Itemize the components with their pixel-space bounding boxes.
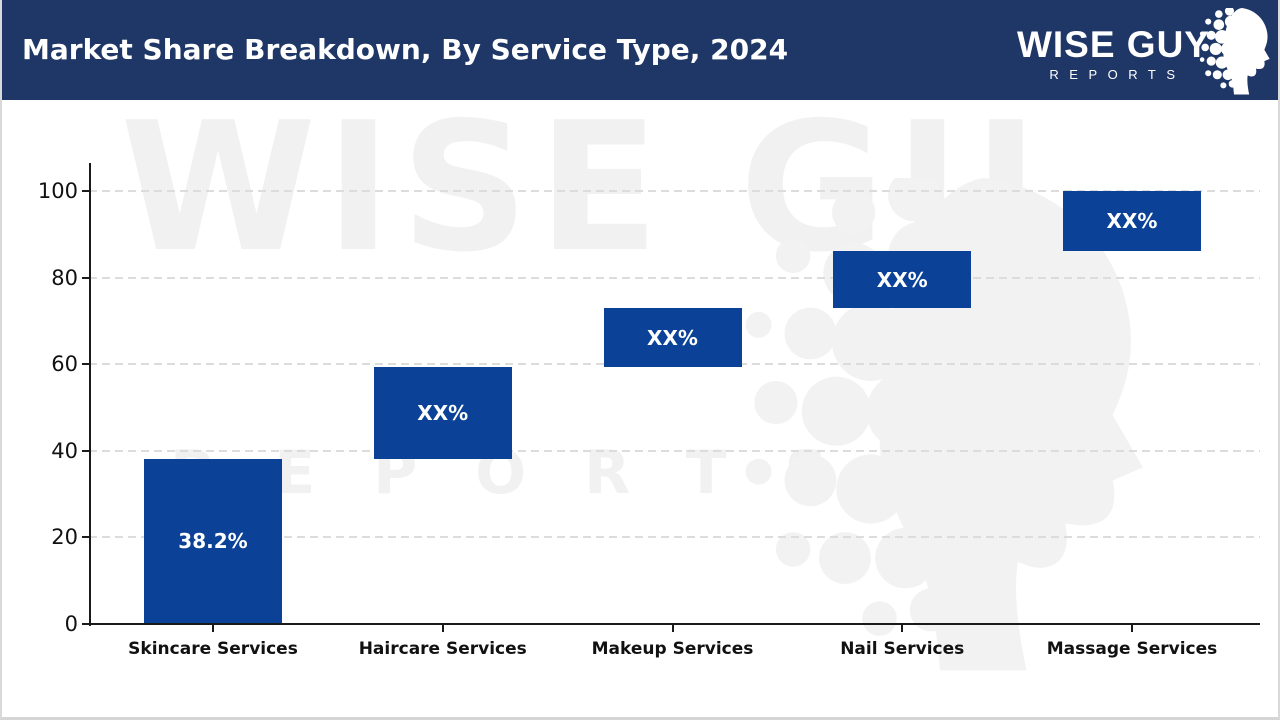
x-tick-mark-0 — [212, 625, 214, 632]
chart-plot-area: WISE GU REPORTS 0 20 40 60 80 100 38.2% Skincar… — [2, 84, 1278, 717]
dotted-face-icon — [1196, 6, 1272, 100]
y-tick-label-0: 0 — [64, 612, 78, 636]
wise-guy-reports-logo: WISE GUY REPORTS — [1017, 6, 1272, 100]
y-tick-label-100: 100 — [37, 179, 78, 203]
y-tick-mark-80 — [82, 276, 89, 279]
x-tick-mark-4 — [1131, 625, 1133, 632]
page-title: Market Share Breakdown, By Service Type,… — [22, 33, 789, 66]
category-label-0: Skincare Services — [128, 639, 298, 659]
bar-value-label: XX% — [876, 267, 928, 292]
y-tick-mark-20 — [82, 536, 89, 539]
bar-value-label: XX% — [1106, 208, 1158, 233]
x-tick-mark-2 — [671, 625, 674, 632]
category-label-2: Makeup Services — [591, 639, 754, 659]
category-label-3: Nail Services — [840, 639, 965, 659]
gridline-40 — [89, 449, 1260, 452]
logo-text: WISE GUY REPORTS — [1017, 24, 1210, 82]
category-label-1: Haircare Services — [358, 639, 527, 659]
logo-wordmark: WISE GUY — [1016, 24, 1210, 65]
bar-massage-services: XX% — [1063, 191, 1201, 251]
bar-haircare-services: XX% — [373, 367, 512, 459]
y-tick-label-80: 80 — [51, 265, 78, 290]
y-tick-label-60: 60 — [51, 352, 78, 377]
category-label-4: Massage Services — [1046, 639, 1218, 659]
bar-value-label: XX% — [417, 400, 469, 425]
bar-value-label: XX% — [647, 325, 698, 350]
y-axis-line — [89, 163, 91, 626]
logo-subtitle: REPORTS — [1049, 67, 1186, 82]
x-tick-mark-3 — [901, 625, 904, 632]
y-tick-mark-60 — [82, 363, 89, 366]
gridline-100 — [89, 190, 1260, 192]
gridline-20 — [89, 536, 1260, 539]
y-tick-label-20: 20 — [51, 525, 78, 550]
y-tick-mark-40 — [82, 449, 89, 452]
bar-value-label: 38.2% — [178, 529, 248, 554]
y-tick-mark-0 — [82, 623, 89, 625]
x-tick-mark-1 — [441, 625, 444, 632]
bar-skincare-services: 38.2% — [144, 458, 282, 624]
x-axis-line — [89, 623, 1260, 625]
bar-makeup-services: XX% — [603, 308, 742, 368]
bar-nail-services: XX% — [833, 250, 972, 309]
header-band: Market Share Breakdown, By Service Type,… — [2, 0, 1278, 100]
y-tick-mark-100 — [82, 190, 89, 192]
gridline-80 — [89, 276, 1260, 279]
y-tick-label-40: 40 — [51, 438, 78, 463]
